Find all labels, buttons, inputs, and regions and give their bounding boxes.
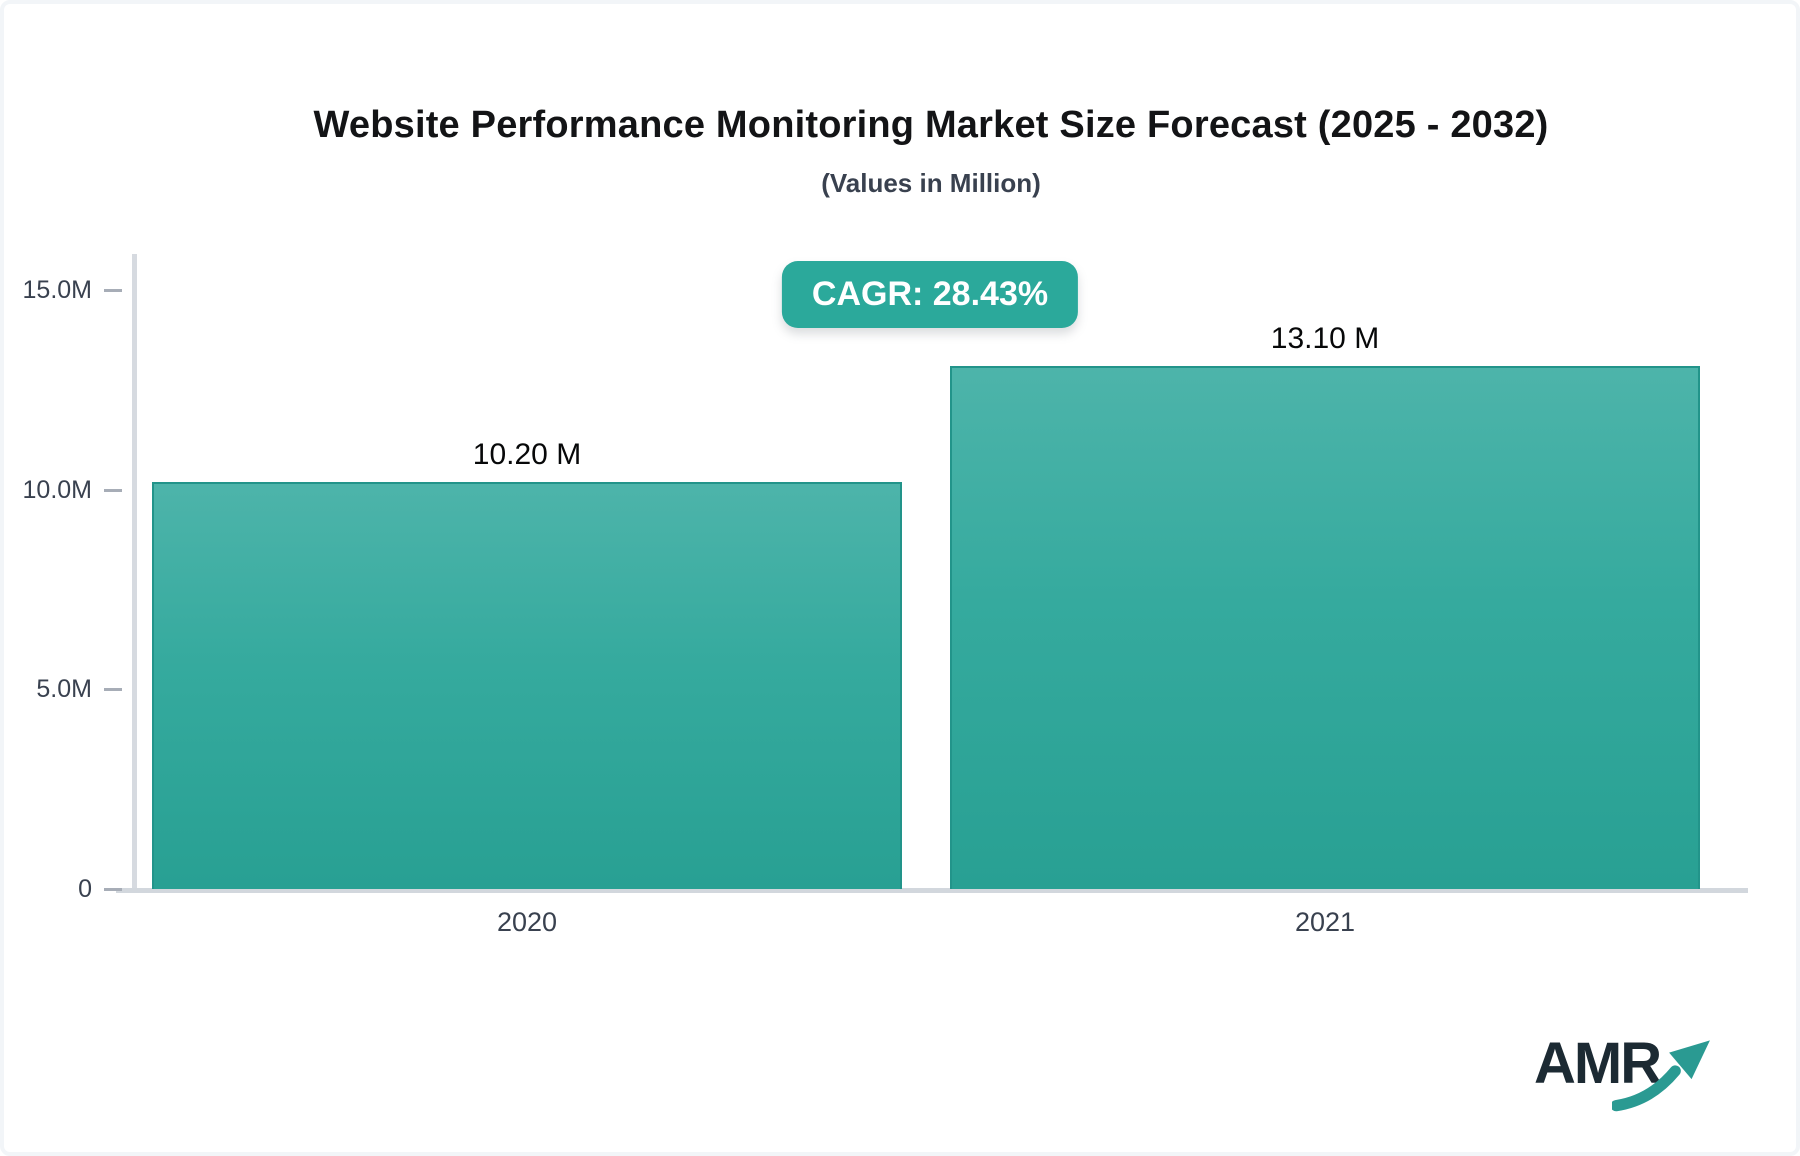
x-axis-line <box>116 888 1748 893</box>
y-tick-label: 0 <box>78 875 92 903</box>
y-tick-mark <box>104 488 122 492</box>
x-axis-label: 2020 <box>496 907 558 937</box>
y-tick-mark <box>104 888 122 891</box>
y-tick-label: 10.0M <box>22 475 92 504</box>
page-title: Website Performance Monitoring Market Si… <box>313 104 1549 146</box>
y-tick-mark <box>104 688 122 692</box>
bar-2021 <box>950 365 1700 889</box>
chart-subtitle: (Values in Million) <box>821 168 1041 198</box>
y-tick-label: 15.0M <box>22 275 92 304</box>
x-axis-label: 2021 <box>1294 907 1356 937</box>
bar-2020 <box>152 481 902 889</box>
amr-logo: AMR <box>1534 1030 1724 1120</box>
logo-arrow-icon <box>1612 1040 1710 1112</box>
y-tick-label: 5.0M <box>36 675 92 704</box>
y-tick-mark <box>104 288 122 292</box>
amr-logo-text: AMR <box>1534 1031 1662 1096</box>
bar-value-label: 13.10 M <box>1270 321 1380 355</box>
bar-value-label: 10.20 M <box>472 437 582 471</box>
y-axis-line <box>132 254 137 892</box>
cagr-badge: CAGR: 28.43% <box>781 261 1079 328</box>
